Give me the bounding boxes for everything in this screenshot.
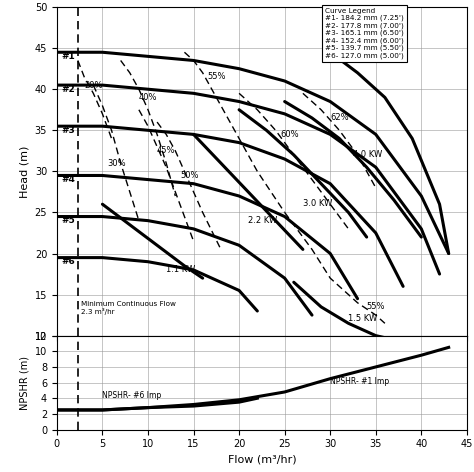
Text: 50%: 50% — [180, 171, 199, 180]
X-axis label: Flow (m³/hr): Flow (m³/hr) — [228, 455, 296, 465]
Text: 40%: 40% — [139, 93, 157, 102]
Text: #3: #3 — [62, 126, 75, 135]
Y-axis label: Head (m): Head (m) — [19, 145, 29, 198]
Text: NPSHR- #1 Imp: NPSHR- #1 Imp — [330, 378, 389, 387]
Text: 45%: 45% — [157, 146, 175, 155]
Text: 1.5 KW: 1.5 KW — [348, 314, 378, 323]
Y-axis label: NPSHR (m): NPSHR (m) — [19, 355, 29, 410]
Text: 4.0 KW: 4.0 KW — [353, 150, 382, 159]
Text: #6: #6 — [62, 257, 75, 266]
Text: 1.1 KW: 1.1 KW — [166, 265, 195, 274]
Text: 20%: 20% — [84, 81, 103, 90]
Text: #5: #5 — [62, 216, 75, 225]
Text: 55%: 55% — [367, 303, 385, 312]
Text: #1: #1 — [62, 52, 75, 61]
Text: 62%: 62% — [330, 113, 349, 122]
Text: #4: #4 — [62, 175, 75, 184]
Text: #2: #2 — [62, 84, 75, 94]
Text: 2.2 KW: 2.2 KW — [248, 216, 277, 225]
Text: 3.0 KW: 3.0 KW — [303, 199, 332, 208]
Text: Curve Legend
#1- 184.2 mm (7.25')
#2- 177.8 mm (7.00')
#3- 165.1 mm (6.50')
#4- : Curve Legend #1- 184.2 mm (7.25') #2- 17… — [326, 8, 404, 59]
Text: 30%: 30% — [107, 159, 126, 168]
Text: 60%: 60% — [280, 130, 299, 139]
Text: Minimum Continuous Flow
2.3 m³/hr: Minimum Continuous Flow 2.3 m³/hr — [81, 301, 175, 315]
Text: 5.5 KW: 5.5 KW — [353, 43, 382, 52]
Text: 55%: 55% — [207, 72, 226, 81]
Text: NPSHR- #6 Imp: NPSHR- #6 Imp — [102, 391, 162, 400]
